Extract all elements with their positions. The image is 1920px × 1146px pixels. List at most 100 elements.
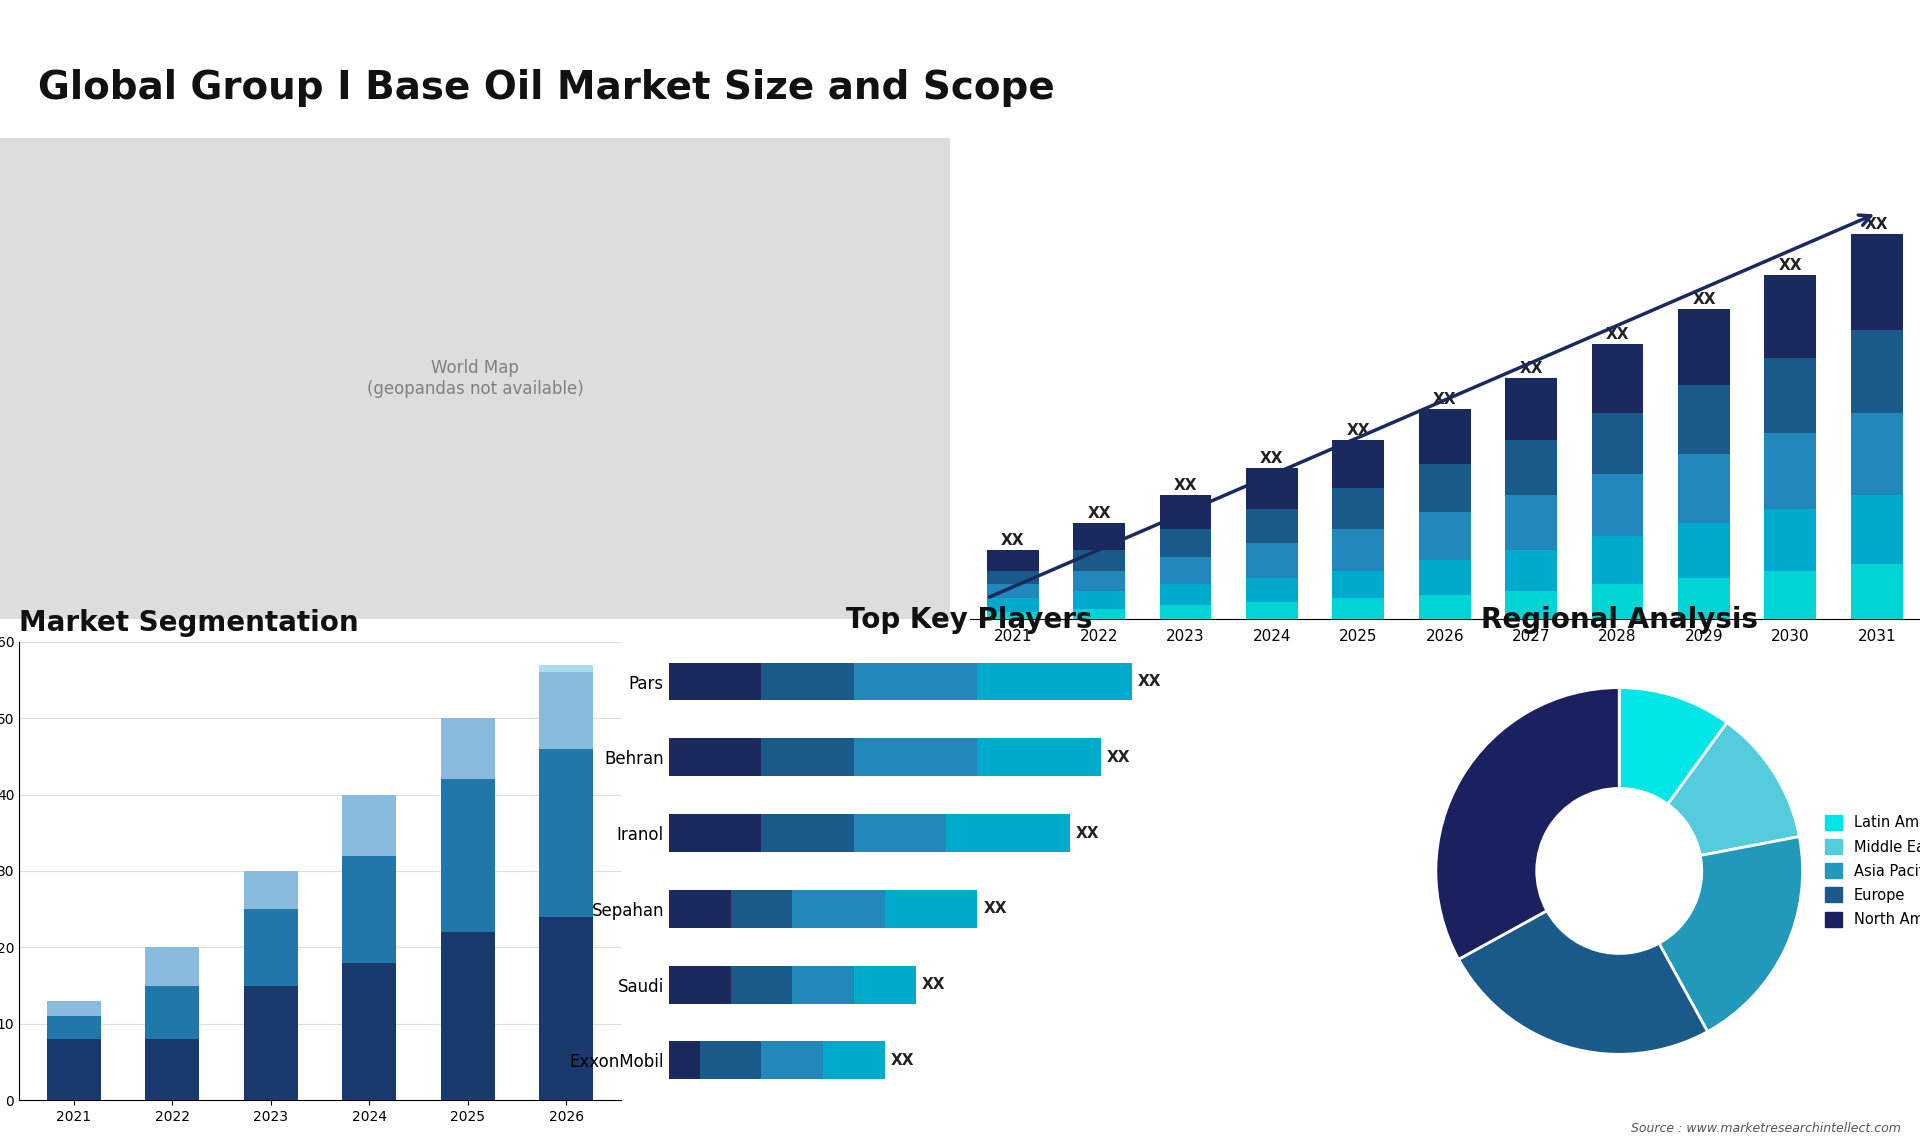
Bar [1764, 358, 1816, 433]
Bar [146, 1039, 200, 1100]
Bar [854, 738, 977, 776]
Bar [1419, 464, 1471, 512]
Bar [977, 662, 1131, 700]
Bar [762, 738, 854, 776]
Text: XX: XX [1864, 217, 1889, 231]
Bar [540, 665, 593, 673]
Legend: Latin America, Middle East & Africa, Asia Pacific, Europe, North America: Latin America, Middle East & Africa, Asi… [1818, 809, 1920, 933]
Bar [1505, 591, 1557, 619]
Bar [1419, 560, 1471, 595]
Bar [46, 1000, 100, 1017]
Bar [540, 917, 593, 1100]
Text: XX: XX [1519, 361, 1544, 376]
Bar [1505, 440, 1557, 495]
Bar [244, 871, 298, 909]
Text: XX: XX [1075, 825, 1100, 840]
Bar [668, 966, 730, 1004]
Text: Source : www.marketresearchintellect.com: Source : www.marketresearchintellect.com [1630, 1122, 1901, 1135]
Bar [1592, 536, 1644, 584]
Bar [824, 1042, 885, 1080]
Bar [1073, 609, 1125, 619]
Bar [762, 1042, 824, 1080]
Bar [1678, 578, 1730, 619]
Bar [1160, 584, 1212, 605]
Bar [947, 814, 1069, 851]
Bar [1332, 571, 1384, 598]
Bar [1851, 330, 1903, 413]
Text: XX: XX [891, 1053, 914, 1068]
Text: XX: XX [1106, 749, 1131, 764]
Bar [987, 550, 1039, 571]
Bar [1851, 413, 1903, 495]
Bar [1073, 523, 1125, 550]
Bar [1505, 495, 1557, 550]
Bar [1678, 523, 1730, 578]
Bar [244, 986, 298, 1100]
Bar [342, 963, 396, 1100]
Bar [342, 856, 396, 963]
Bar [854, 662, 977, 700]
Bar [1246, 602, 1298, 619]
Bar [1764, 275, 1816, 358]
Bar [730, 890, 793, 928]
Text: XX: XX [1692, 292, 1716, 307]
Bar [1678, 454, 1730, 523]
Bar [1073, 550, 1125, 571]
Bar [668, 738, 762, 776]
Bar [1764, 571, 1816, 619]
Bar [987, 571, 1039, 584]
Bar [1678, 309, 1730, 385]
Bar [1332, 529, 1384, 571]
Bar [146, 986, 200, 1039]
Bar [1246, 578, 1298, 602]
Wedge shape [1668, 723, 1799, 856]
Bar [762, 662, 854, 700]
Bar [146, 948, 200, 986]
Bar [987, 598, 1039, 612]
Text: Market Segmentation: Market Segmentation [19, 609, 359, 637]
Bar [1505, 550, 1557, 591]
Bar [1592, 413, 1644, 474]
Bar [540, 748, 593, 917]
Bar [442, 719, 495, 779]
Bar [46, 1017, 100, 1039]
Text: XX: XX [1260, 450, 1284, 465]
Bar [1160, 495, 1212, 529]
Bar [1592, 584, 1644, 619]
Bar [854, 814, 947, 851]
Bar [1160, 529, 1212, 557]
Bar [1332, 440, 1384, 488]
Bar [244, 909, 298, 986]
Title: Top Key Players: Top Key Players [847, 606, 1092, 634]
Bar [1592, 344, 1644, 413]
Title: Regional Analysis: Regional Analysis [1480, 606, 1757, 634]
Text: XX: XX [1432, 392, 1457, 407]
Bar [762, 814, 854, 851]
Bar [987, 612, 1039, 619]
Text: XX: XX [983, 902, 1006, 917]
Text: XX: XX [1605, 327, 1630, 342]
Bar [342, 794, 396, 856]
Bar [1505, 378, 1557, 440]
Bar [1160, 557, 1212, 584]
Bar [46, 1039, 100, 1100]
Bar [1332, 598, 1384, 619]
Bar [540, 673, 593, 748]
Bar [987, 584, 1039, 598]
Bar [1851, 495, 1903, 564]
Legend: Geography: Geography [682, 854, 824, 888]
Bar [1419, 409, 1471, 464]
Bar [1419, 512, 1471, 560]
Bar [699, 1042, 762, 1080]
Text: XX: XX [1000, 533, 1025, 548]
Bar [977, 738, 1100, 776]
Bar [1073, 571, 1125, 591]
Bar [854, 966, 916, 1004]
Bar [1764, 509, 1816, 571]
Bar [1246, 509, 1298, 543]
Bar [1073, 591, 1125, 609]
Bar [1419, 595, 1471, 619]
Bar [668, 890, 730, 928]
Text: XX: XX [1346, 423, 1371, 438]
Bar [793, 890, 885, 928]
